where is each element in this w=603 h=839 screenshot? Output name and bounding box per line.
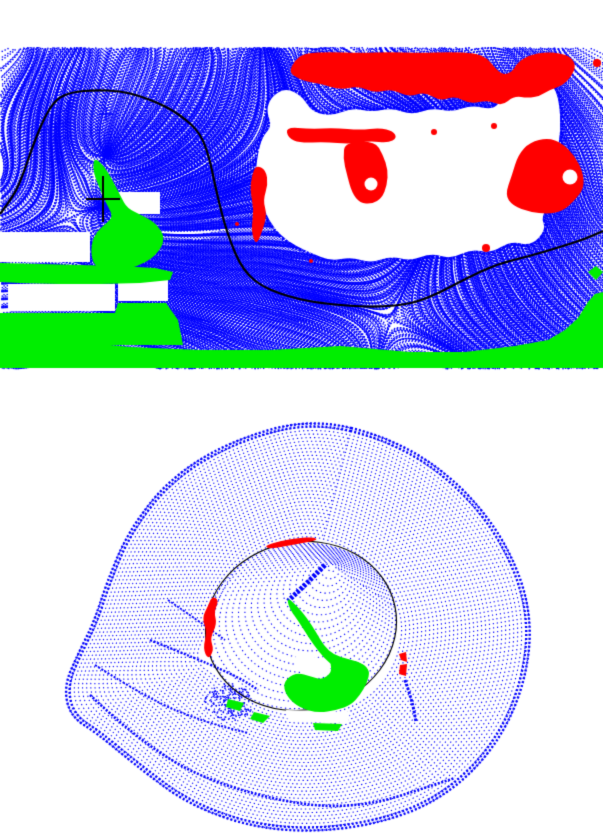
scientific-figure (0, 0, 603, 839)
vector-field-figure-canvas (0, 0, 603, 839)
